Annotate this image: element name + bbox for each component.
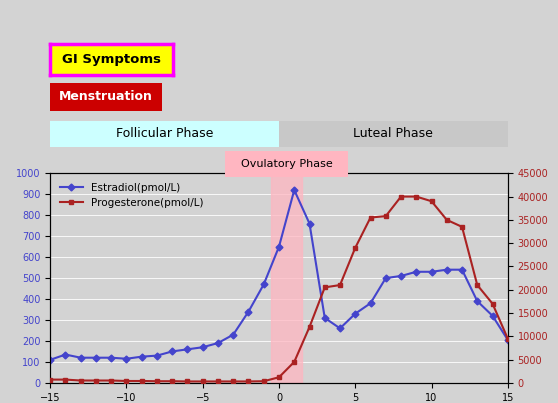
Bar <box>271 173 302 383</box>
Text: Luteal Phase: Luteal Phase <box>353 127 434 141</box>
Text: Ovulatory Phase: Ovulatory Phase <box>240 159 333 169</box>
Text: Follicular Phase: Follicular Phase <box>116 127 213 141</box>
Legend: Estradiol(pmol/L), Progesterone(pmol/L): Estradiol(pmol/L), Progesterone(pmol/L) <box>55 179 208 212</box>
Text: Menstruation: Menstruation <box>59 90 153 103</box>
Text: GI Symptoms: GI Symptoms <box>62 53 161 66</box>
